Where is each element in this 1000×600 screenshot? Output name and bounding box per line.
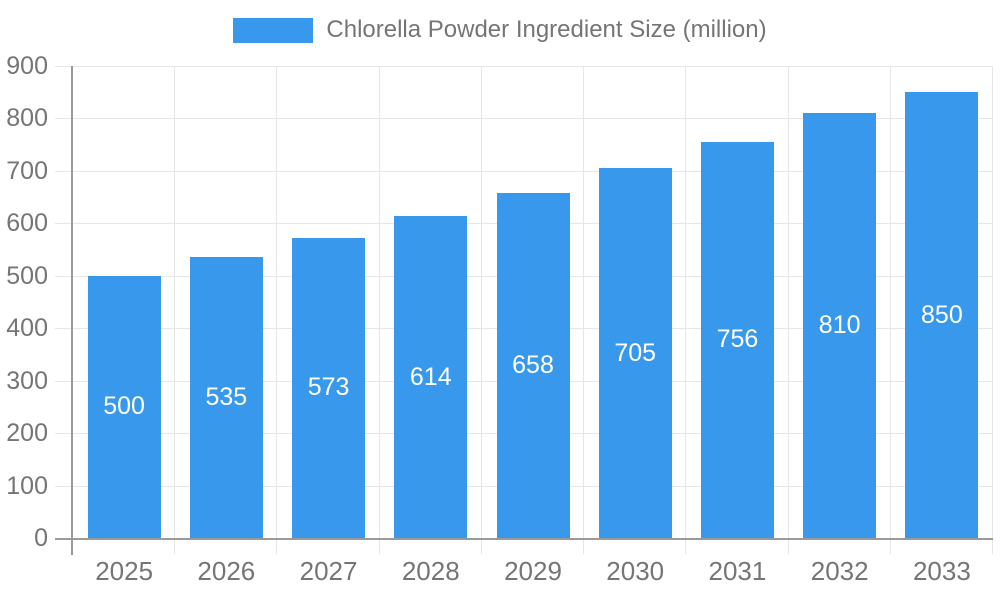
legend-swatch [233, 17, 314, 43]
legend: Chlorella Powder Ingredient Size (millio… [0, 16, 1000, 44]
x-tick [685, 540, 687, 554]
y-tick [55, 275, 71, 277]
h-gridline [73, 118, 993, 120]
bar-value-label: 500 [103, 392, 145, 421]
y-tick [55, 223, 71, 225]
bar-value-label: 756 [716, 325, 759, 354]
x-axis-tick-label: 2029 [504, 556, 562, 586]
h-gridline [73, 66, 993, 67]
bar-value-label: 658 [512, 350, 554, 379]
x-tick [583, 540, 585, 554]
v-gridline [378, 66, 380, 538]
x-axis-tick-label: 2026 [197, 556, 256, 586]
x-axis-tick-label: 2032 [810, 556, 869, 586]
bar-2029[interactable]: 658 [496, 192, 570, 538]
bar-value-label: 810 [818, 311, 861, 340]
y-axis-labels: 0 100 200 300 400 500 600 700 800 900 [0, 52, 48, 552]
y-axis-tick-label: 200 [6, 419, 48, 448]
x-tick [480, 540, 482, 554]
bar-2027[interactable]: 573 [292, 237, 366, 538]
v-gridline [992, 66, 993, 538]
bar-value-label: 850 [921, 300, 963, 329]
y-axis-tick-label: 600 [6, 209, 48, 238]
x-tick [992, 540, 993, 554]
bar-2026[interactable]: 535 [189, 257, 263, 538]
bar-2031[interactable]: 756 [700, 141, 774, 538]
bar-2032[interactable]: 810 [803, 113, 877, 538]
y-axis-tick-label: 300 [6, 366, 48, 395]
y-tick [55, 485, 71, 487]
plot-area: 500 535 573 614 658 705 756 810 850 [55, 66, 993, 555]
v-gridline [174, 66, 176, 538]
y-axis-tick-label: 400 [6, 314, 48, 343]
bar-value-label: 535 [205, 383, 248, 412]
x-tick [174, 540, 176, 554]
x-axis-tick-label: 2031 [708, 556, 767, 586]
x-axis-tick-label: 2027 [299, 556, 358, 586]
bar-2030[interactable]: 705 [598, 168, 672, 538]
bar-value-label: 614 [409, 362, 452, 391]
v-gridline [787, 66, 789, 538]
legend-item[interactable]: Chlorella Powder Ingredient Size (millio… [233, 16, 767, 44]
y-axis-tick-label: 100 [6, 471, 48, 500]
bar-value-label: 573 [307, 373, 350, 402]
v-gridline [583, 66, 585, 538]
y-axis-tick-label: 700 [6, 156, 48, 185]
y-axis-tick-label: 800 [6, 104, 48, 133]
y-tick [55, 433, 71, 435]
y-axis-line [71, 66, 73, 555]
x-axis-line [55, 538, 993, 540]
x-axis-labels: 2025 2026 2027 2028 2029 2030 2031 2032 2033 [73, 556, 993, 588]
legend-label: Chlorella Powder Ingredient Size (millio… [326, 16, 767, 43]
v-gridline [480, 66, 482, 538]
x-axis-tick-label: 2025 [95, 556, 154, 586]
x-tick [787, 540, 789, 554]
v-gridline [889, 66, 891, 538]
y-tick [55, 380, 71, 382]
x-tick [889, 540, 891, 554]
y-axis-tick-label: 0 [34, 524, 48, 552]
bar-value-label: 705 [614, 338, 657, 367]
x-axis-tick-label: 2028 [401, 556, 460, 586]
y-tick [55, 66, 71, 67]
x-axis-tick-label: 2033 [912, 556, 971, 586]
x-axis-tick-label: 2030 [606, 556, 665, 586]
v-gridline [276, 66, 278, 538]
bar-2028[interactable]: 614 [394, 216, 468, 538]
v-gridline [685, 66, 687, 538]
y-tick [55, 170, 71, 172]
y-tick [55, 118, 71, 120]
h-gridline [73, 170, 993, 172]
bar-2025[interactable]: 500 [87, 275, 161, 538]
y-tick [55, 328, 71, 330]
y-axis-tick-label: 900 [6, 52, 48, 80]
bar-2033[interactable]: 850 [905, 92, 979, 538]
x-tick [276, 540, 278, 554]
y-axis-tick-label: 500 [6, 261, 48, 290]
x-tick [378, 540, 380, 554]
